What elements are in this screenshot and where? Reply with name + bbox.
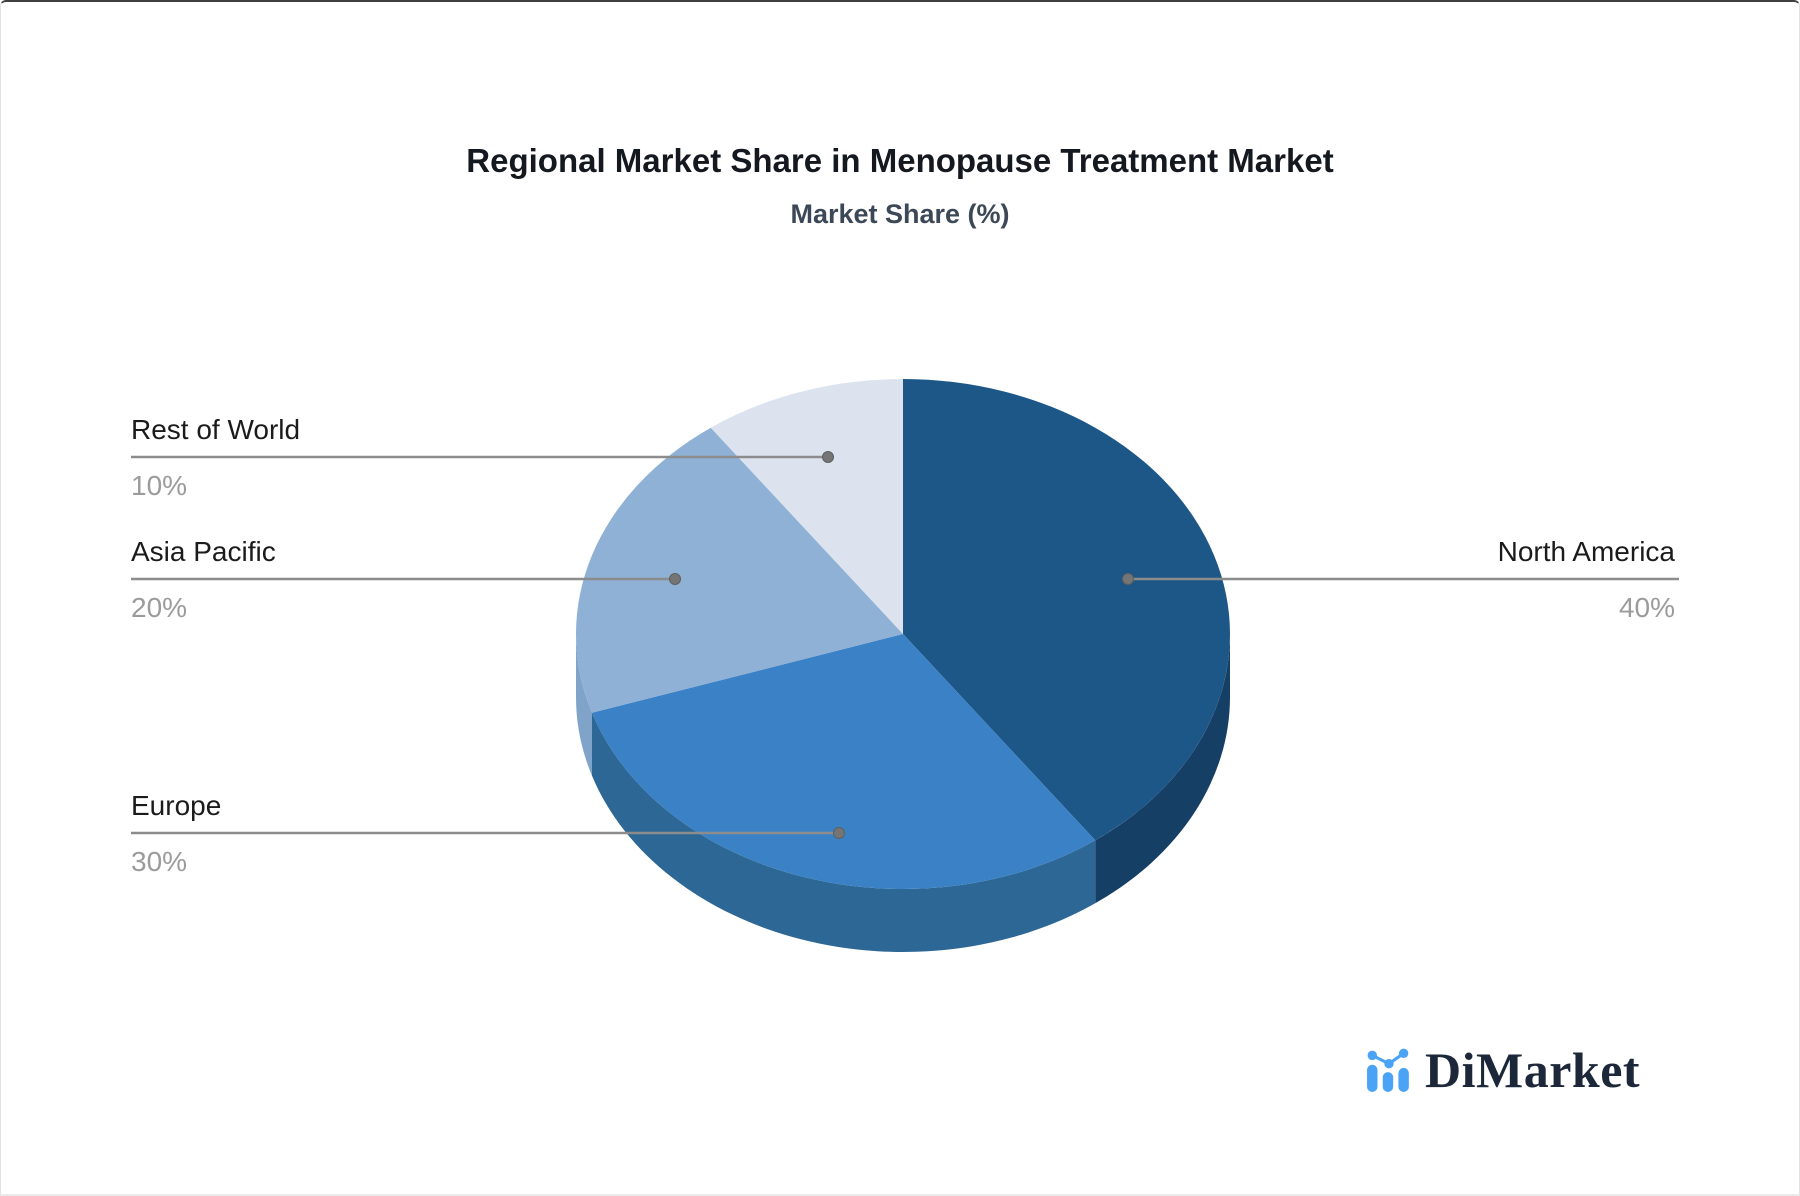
pie-slice-rest-of-world[interactable] — [710, 379, 903, 634]
label-dot-north-america — [1122, 573, 1134, 585]
chart-title: Regional Market Share in Menopause Treat… — [466, 142, 1334, 179]
pie-slice-europe[interactable] — [592, 634, 1096, 890]
bar-line-chart-icon — [1367, 1048, 1409, 1092]
label-dot-asia-pacific — [669, 573, 681, 585]
pie-label-rest-of-world: Rest of World 10% — [131, 410, 691, 505]
pie-slice-side-asia-pacific — [576, 634, 593, 776]
pie-label-value: 40% — [1618, 592, 1675, 623]
pie-label-value: 10% — [131, 470, 188, 501]
pie-slice-north-america[interactable] — [903, 379, 1230, 841]
pie-slice-side-north-america — [1095, 634, 1230, 904]
pie-label-value: 20% — [131, 592, 188, 623]
pie-label-name: North America — [1497, 536, 1675, 567]
pie-label-europe: Europe 30% — [131, 786, 691, 881]
pie-label-name: Europe — [131, 790, 222, 821]
label-dot-europe — [833, 827, 845, 839]
pie-label-north-america: North America 40% — [1115, 532, 1675, 627]
pie-label-name: Asia Pacific — [131, 536, 276, 567]
label-dot-rest-of-world — [822, 451, 834, 463]
pie-label-name: Rest of World — [131, 414, 301, 445]
pie-slice-side-europe — [592, 712, 1096, 953]
logo-text: DiMarket — [1425, 1042, 1641, 1098]
pie-label-asia-pacific: Asia Pacific 20% — [131, 532, 691, 627]
chart-subtitle: Market Share (%) — [790, 199, 1010, 229]
dimarket-logo: DiMarket — [1367, 1042, 1641, 1098]
pie-slice-asia-pacific[interactable] — [576, 427, 903, 713]
pie-label-value: 30% — [131, 846, 188, 877]
